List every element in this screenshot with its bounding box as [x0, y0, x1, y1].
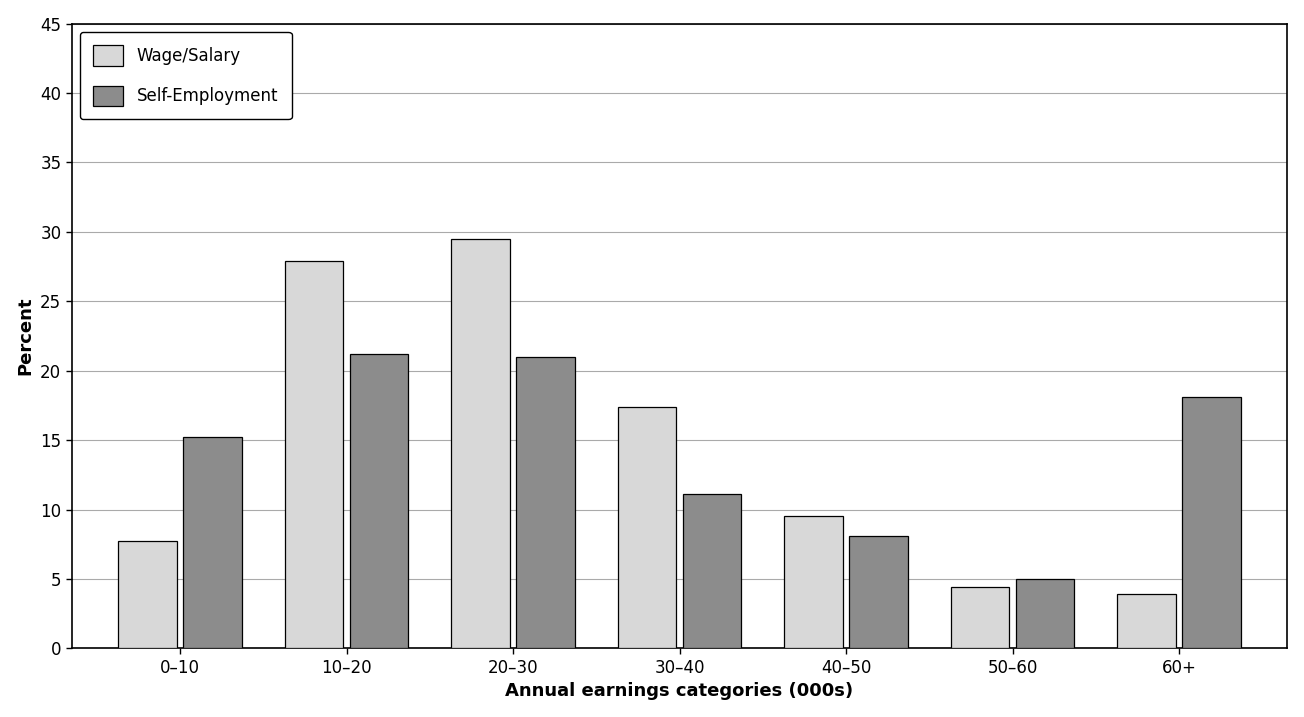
Bar [284, 261, 343, 648]
Y-axis label: Percent: Percent [17, 297, 35, 375]
Bar [785, 516, 842, 648]
X-axis label: Annual earnings categories (000s): Annual earnings categories (000s) [506, 683, 854, 701]
Bar [683, 494, 741, 648]
Bar [951, 587, 1009, 648]
Bar [349, 354, 408, 648]
Bar [1183, 397, 1240, 648]
Bar [184, 437, 241, 648]
Bar [849, 536, 908, 648]
Bar [451, 239, 510, 648]
Bar [1016, 579, 1074, 648]
Bar [119, 541, 176, 648]
Legend: Wage/Salary, Self-Employment: Wage/Salary, Self-Employment [80, 32, 292, 119]
Bar [516, 357, 575, 648]
Bar [618, 407, 677, 648]
Bar [1118, 594, 1176, 648]
